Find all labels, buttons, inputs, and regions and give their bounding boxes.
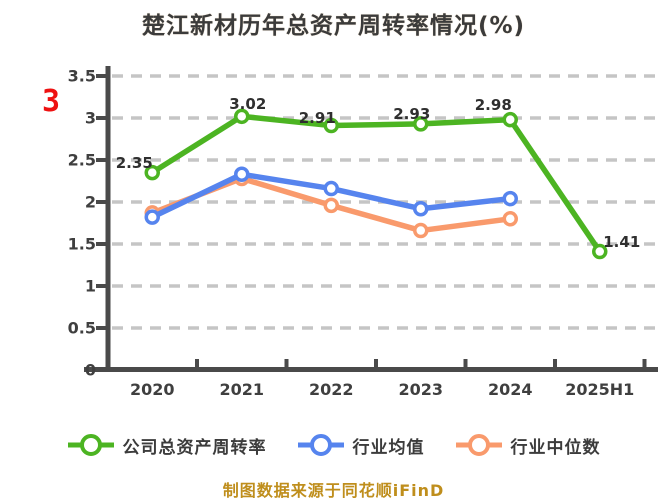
data-source-note: 制图数据来源于同花顺iFinD [222, 481, 445, 500]
data-point-marker[interactable] [323, 117, 339, 134]
legend-marker-icon [455, 434, 502, 456]
data-point-marker[interactable] [234, 108, 250, 125]
legend-item-2[interactable]: 行业中位数 [455, 432, 601, 458]
data-point-marker[interactable] [234, 166, 250, 183]
x-tick-label: 2025H1 [565, 380, 635, 399]
y-tick-label: 3 [84, 108, 96, 128]
data-point-marker[interactable] [413, 116, 429, 132]
legend-label: 行业均值 [352, 437, 425, 458]
x-tick-label: 2021 [219, 380, 265, 399]
data-point-label: 1.41 [603, 232, 641, 251]
legend-item-0[interactable]: 公司总资产周转率 [67, 432, 267, 458]
data-point-marker[interactable] [592, 243, 608, 260]
series-line-0 [149, 113, 603, 255]
data-point-marker[interactable] [413, 200, 429, 217]
chart-title: 楚江新材历年总资产周转率情况(%) [141, 13, 526, 39]
data-point-marker[interactable] [502, 190, 518, 207]
data-point-marker[interactable] [502, 211, 518, 227]
data-point-marker[interactable] [144, 209, 160, 225]
data-point-label: 2.91 [298, 108, 336, 127]
data-point-label: 2.35 [115, 153, 153, 172]
data-point-marker[interactable] [413, 222, 429, 239]
data-point-marker[interactable] [323, 180, 339, 197]
legend-item-1[interactable]: 行业均值 [297, 432, 425, 458]
y-tick-label: 2 [84, 192, 96, 212]
y-tick-label: 1.5 [67, 234, 96, 254]
data-point-marker[interactable] [144, 164, 160, 181]
y-tick-label: 0.5 [67, 318, 96, 338]
data-point-marker[interactable] [323, 197, 339, 214]
x-tick-label: 2020 [129, 380, 175, 399]
data-point-label: 2.93 [393, 104, 431, 123]
data-point-label: 3.02 [229, 95, 267, 114]
legend-marker-icon [67, 434, 114, 456]
x-tick-label: 2024 [487, 380, 533, 399]
legend: 公司总资产周转率 行业均值 行业中位数 [0, 432, 667, 458]
y-tick-label: 1 [84, 276, 96, 296]
y-tick-label: 0 [84, 360, 96, 380]
x-tick-label: 2022 [308, 380, 354, 399]
data-point-label: 2.98 [474, 95, 512, 114]
legend-marker-icon [297, 434, 344, 456]
legend-label: 公司总资产周转率 [122, 437, 267, 458]
legend-label: 行业中位数 [510, 437, 601, 458]
y-tick-label: 2.5 [67, 150, 96, 170]
y-tick-label: 3.5 [67, 66, 96, 86]
x-tick-label: 2023 [398, 380, 444, 399]
data-point-marker[interactable] [502, 111, 518, 128]
red-annotation: 3 [42, 84, 61, 119]
